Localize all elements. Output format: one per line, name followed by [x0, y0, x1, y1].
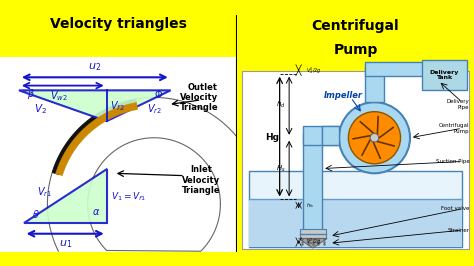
- Text: $h_{fs}$: $h_{fs}$: [306, 201, 314, 210]
- Text: $\beta$: $\beta$: [27, 87, 35, 101]
- Text: Impeller: Impeller: [324, 91, 363, 99]
- Text: Suction Pipe: Suction Pipe: [436, 159, 469, 164]
- Text: Delivery
Tank: Delivery Tank: [430, 69, 459, 80]
- Text: $u_1$: $u_1$: [58, 238, 72, 250]
- FancyBboxPatch shape: [365, 62, 455, 76]
- Circle shape: [339, 102, 410, 173]
- Circle shape: [370, 134, 379, 142]
- FancyBboxPatch shape: [303, 133, 322, 232]
- FancyBboxPatch shape: [242, 71, 469, 249]
- Text: Pump: Pump: [333, 43, 378, 57]
- Polygon shape: [55, 102, 138, 176]
- Text: $V_1=V_{f1}$: $V_1=V_{f1}$: [111, 191, 147, 203]
- Text: $H_s$: $H_s$: [276, 163, 285, 174]
- FancyBboxPatch shape: [303, 126, 322, 145]
- Text: $V_{r2}$: $V_{r2}$: [147, 102, 162, 116]
- FancyBboxPatch shape: [249, 171, 462, 247]
- FancyBboxPatch shape: [0, 15, 237, 57]
- FancyBboxPatch shape: [249, 199, 462, 247]
- FancyBboxPatch shape: [422, 60, 467, 90]
- Text: Centrifugal: Centrifugal: [312, 19, 399, 33]
- Text: $V_2$: $V_2$: [35, 102, 47, 116]
- Polygon shape: [24, 169, 107, 223]
- Text: Outlet
Velocity
Triangle: Outlet Velocity Triangle: [180, 82, 218, 112]
- Circle shape: [348, 112, 401, 164]
- FancyBboxPatch shape: [0, 57, 237, 251]
- Text: $u_2$: $u_2$: [88, 61, 101, 73]
- Text: Hg: Hg: [265, 133, 280, 142]
- Polygon shape: [52, 99, 137, 175]
- Text: $V_d^2/2g$: $V_d^2/2g$: [306, 65, 321, 76]
- Polygon shape: [299, 238, 327, 248]
- FancyBboxPatch shape: [322, 126, 339, 145]
- Text: $V_s^2/2g$: $V_s^2/2g$: [306, 237, 321, 247]
- Polygon shape: [19, 90, 171, 121]
- Text: $h_d$: $h_d$: [276, 99, 285, 110]
- Text: Centrifugal
Pump: Centrifugal Pump: [439, 123, 469, 134]
- Text: $V_{f2}$: $V_{f2}$: [110, 99, 125, 113]
- FancyBboxPatch shape: [365, 67, 384, 102]
- Text: Strainer: Strainer: [447, 228, 469, 233]
- Text: Velocity triangles: Velocity triangles: [50, 17, 187, 31]
- Text: $V_{w2}$: $V_{w2}$: [50, 89, 68, 103]
- Text: $V_{r1}$: $V_{r1}$: [37, 185, 52, 199]
- FancyBboxPatch shape: [322, 126, 339, 145]
- Text: $\Phi$: $\Phi$: [154, 88, 164, 100]
- Text: Foot valve: Foot valve: [441, 206, 469, 211]
- Text: Delivery
Pipe: Delivery Pipe: [447, 99, 469, 110]
- Text: $\theta$: $\theta$: [32, 207, 39, 219]
- FancyBboxPatch shape: [300, 229, 326, 238]
- Text: Inlet
Velocity
Triangle: Inlet Velocity Triangle: [182, 165, 221, 195]
- Text: $\alpha$: $\alpha$: [92, 207, 100, 217]
